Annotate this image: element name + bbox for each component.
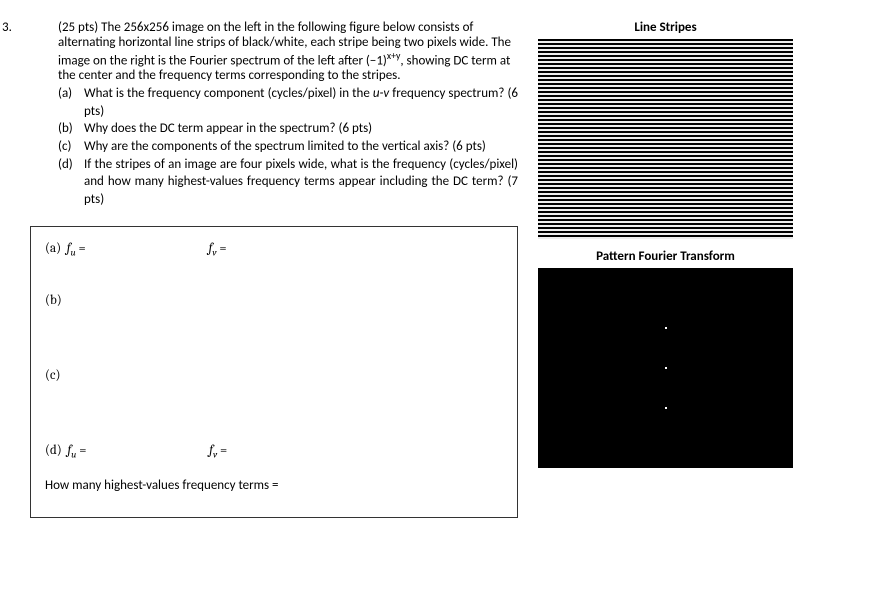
- part-d-text: If the stripes of an image are four pixe…: [84, 156, 518, 209]
- fourier-dot: [665, 367, 667, 369]
- part-a-uv: u-v: [373, 86, 389, 101]
- answer-box: (a) fu = fv = (b) (c) (d) fu = fv =: [30, 226, 518, 518]
- answer-a-eq: =: [76, 241, 86, 256]
- answer-c: (c): [45, 368, 503, 383]
- fourier-dot: [665, 407, 667, 409]
- part-d: (d) If the stripes of an image are four …: [58, 156, 518, 209]
- part-c: (c) Why are the components of the spectr…: [58, 138, 518, 156]
- answer-d-label: (d): [45, 443, 62, 458]
- content-columns: 3.(25 pts) The 256x256 image on the left…: [30, 20, 845, 518]
- answer-b: (b): [45, 293, 503, 308]
- figures-column: Line Stripes Pattern Fourier Transform: [538, 20, 793, 518]
- answer-d-howmany: How many highest-values frequency terms …: [45, 478, 503, 493]
- answer-b-label: (b): [45, 293, 62, 308]
- answer-a-eq2: =: [217, 241, 227, 256]
- answer-d-eq: =: [76, 443, 86, 458]
- fourier-dot: [665, 327, 667, 329]
- part-c-label: (c): [58, 138, 84, 156]
- part-a-body: What is the frequency component (cycles/…: [84, 85, 518, 120]
- answer-d-eq2: =: [217, 443, 227, 458]
- part-b: (b) Why does the DC term appear in the s…: [58, 120, 518, 138]
- part-a: (a) What is the frequency component (cyc…: [58, 85, 518, 120]
- question-intro: 3.(25 pts) The 256x256 image on the left…: [30, 20, 518, 83]
- part-b-text: Why does the DC term appear in the spect…: [84, 120, 518, 138]
- fourier-title: Pattern Fourier Transform: [538, 249, 793, 264]
- answer-d: (d) fu = fv =: [45, 443, 503, 461]
- page: 3.(25 pts) The 256x256 image on the left…: [0, 0, 875, 614]
- stripes-title: Line Stripes: [538, 20, 793, 35]
- question-exponent: x+y: [387, 50, 401, 62]
- fourier-image: [538, 268, 793, 468]
- answer-d-fv-group: fv =: [209, 443, 227, 461]
- subparts-list: (a) What is the frequency component (cyc…: [30, 85, 518, 208]
- part-a-text1: What is the frequency component (cycles/…: [84, 86, 373, 101]
- part-a-label: (a): [58, 85, 84, 120]
- question-column: 3.(25 pts) The 256x256 image on the left…: [30, 20, 518, 518]
- answer-a-label: (a): [45, 241, 61, 256]
- stripes-image: [538, 39, 793, 239]
- question-number: 3.: [30, 20, 58, 35]
- part-c-text: Why are the components of the spectrum l…: [84, 138, 518, 156]
- answer-c-label: (c): [45, 368, 60, 383]
- part-d-label: (d): [58, 156, 84, 209]
- answer-a: (a) fu = fv =: [45, 241, 503, 259]
- part-b-label: (b): [58, 120, 84, 138]
- question-points: (25 pts): [58, 20, 98, 35]
- answer-a-fv-group: fv =: [209, 241, 227, 259]
